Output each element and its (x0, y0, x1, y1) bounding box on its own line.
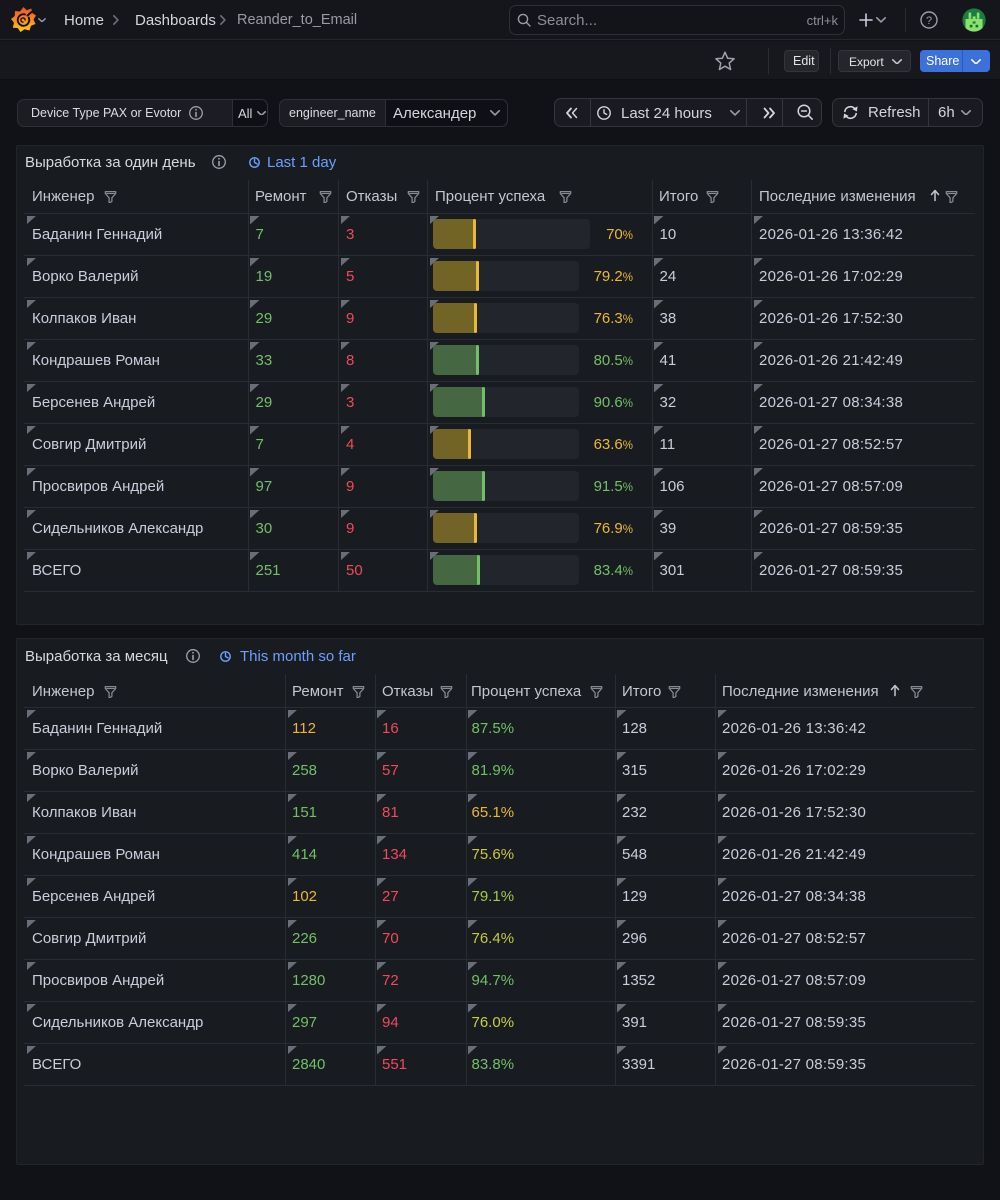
svg-text:?: ? (926, 15, 932, 27)
